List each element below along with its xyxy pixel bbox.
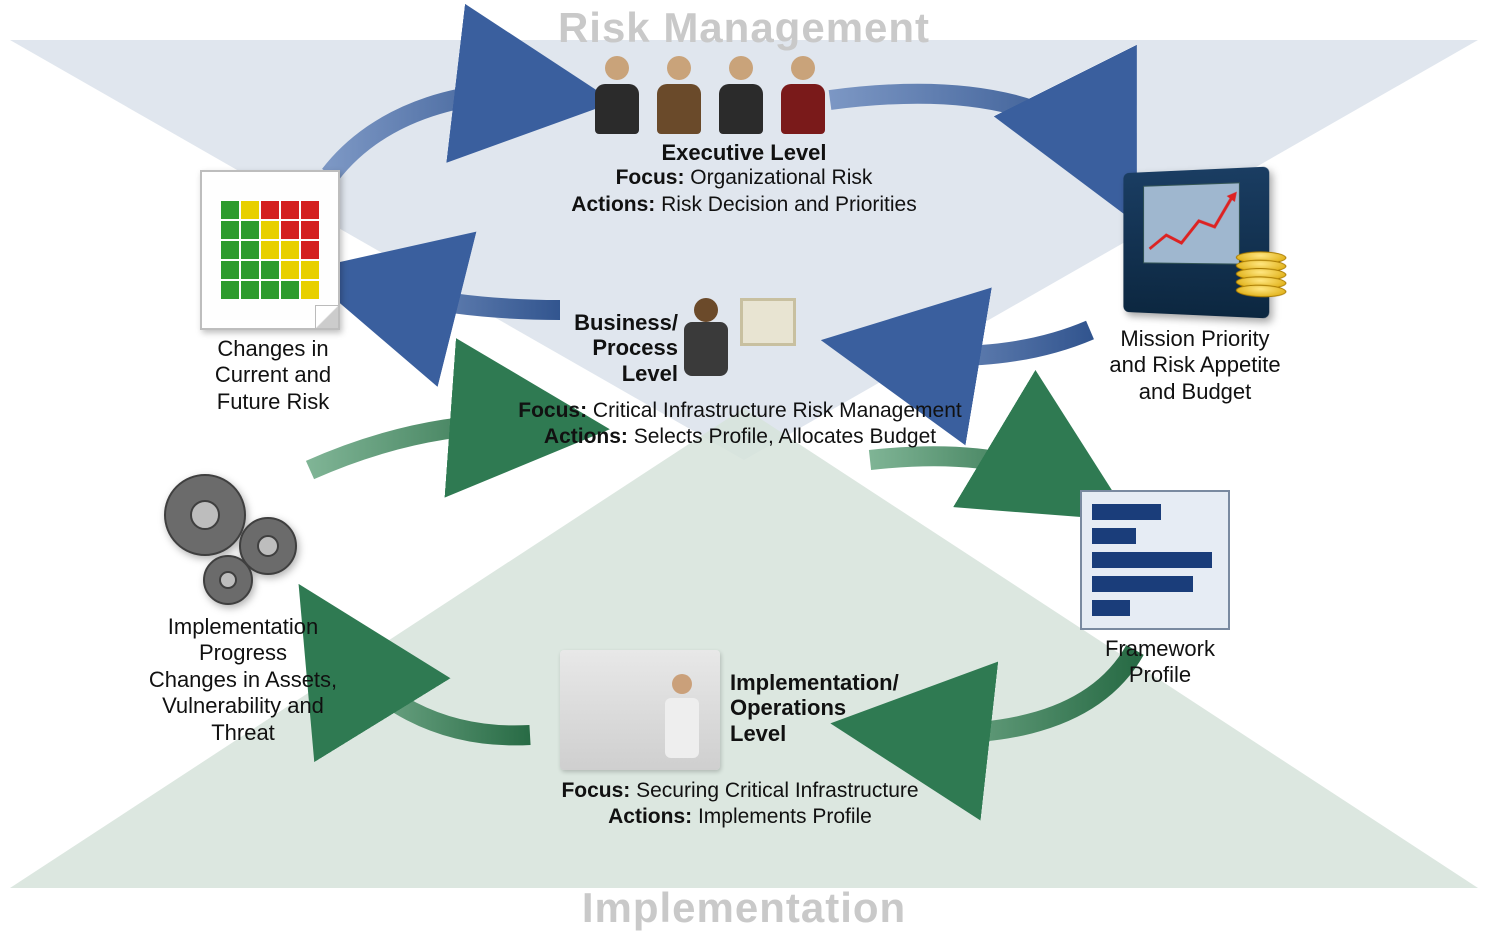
heatmap-cell [221, 221, 239, 239]
exec-focus-label: Focus: [616, 166, 685, 189]
heatmap-cell [221, 201, 239, 219]
gears-icon [150, 460, 330, 625]
profile-bar [1092, 552, 1212, 568]
executive-level-block: Executive Level Focus: Organizational Ri… [444, 140, 1044, 218]
heatmap-cell [281, 201, 299, 219]
arrow-right-to-business [880, 330, 1090, 356]
business-actions-text: Selects Profile, Allocates Budget [628, 425, 936, 448]
business-level-details: Focus: Critical Infrastructure Risk Mana… [470, 398, 1010, 451]
heatmap-cell [261, 221, 279, 239]
risk-heatmap-icon [200, 170, 340, 330]
heatmap-cell [241, 201, 259, 219]
heatmap-cell [241, 221, 259, 239]
impl-title-l1: Implementation/ [730, 670, 950, 695]
heatmap-cell [261, 241, 279, 259]
impl-actions-label: Actions: [608, 805, 692, 828]
business-actions-label: Actions: [544, 425, 628, 448]
heatmap-cell [221, 261, 239, 279]
exec-actions-label: Actions: [571, 193, 655, 216]
impl-title-l2: Operations [730, 695, 950, 720]
heatmap-cell [301, 261, 319, 279]
business-worker-icon [676, 288, 796, 398]
heatmap-cell [241, 241, 259, 259]
business-level-title: Business/ Process Level [528, 310, 678, 386]
framework-profile-icon [1080, 490, 1230, 630]
diagram-stage: Risk Management Implementation [0, 0, 1488, 938]
implementation-level-details: Focus: Securing Critical Infrastructure … [440, 778, 1040, 831]
heatmap-cell [301, 241, 319, 259]
business-title-l2: Process [528, 335, 678, 360]
implementation-level-title: Implementation/ Operations Level [730, 670, 950, 746]
business-title-l1: Business/ [528, 310, 678, 335]
heatmap-cell [281, 261, 299, 279]
business-focus-text: Critical Infrastructure Risk Management [587, 399, 962, 422]
heatmap-cell [301, 221, 319, 239]
label-mission-priority: Mission Priority and Risk Appetite and B… [1060, 326, 1330, 405]
executive-people-icon [590, 56, 830, 138]
heatmap-cell [301, 201, 319, 219]
arrow-business-to-left [360, 285, 560, 310]
impl-focus-label: Focus: [561, 779, 630, 802]
profile-bar [1092, 528, 1136, 544]
server-room-icon [560, 650, 720, 770]
exec-actions-text: Risk Decision and Priorities [655, 193, 916, 216]
heatmap-cell [301, 281, 319, 299]
heatmap-cell [261, 281, 279, 299]
heatmap-cell [261, 201, 279, 219]
heatmap-cell [281, 221, 299, 239]
heatmap-cell [241, 261, 259, 279]
exec-focus-text: Organizational Risk [684, 166, 872, 189]
heatmap-cell [261, 261, 279, 279]
heatmap-cell [281, 281, 299, 299]
arrow-business-to-profile [870, 456, 1080, 490]
impl-title-l3: Level [730, 721, 950, 746]
heatmap-cell [281, 241, 299, 259]
profile-bar [1092, 600, 1130, 616]
business-title-l3: Level [528, 361, 678, 386]
heatmap-cell [221, 241, 239, 259]
heatmap-cell [241, 281, 259, 299]
business-focus-label: Focus: [518, 399, 587, 422]
impl-actions-text: Implements Profile [692, 805, 872, 828]
label-framework-profile: Framework Profile [1080, 636, 1240, 689]
executive-title: Executive Level [444, 140, 1044, 165]
binder-icon [1118, 170, 1268, 315]
impl-focus-text: Securing Critical Infrastructure [630, 779, 918, 802]
heatmap-cell [221, 281, 239, 299]
profile-bar [1092, 504, 1161, 520]
label-implementation-progress: Implementation Progress Changes in Asset… [108, 614, 378, 746]
label-changes-risk: Changes in Current and Future Risk [178, 336, 368, 415]
profile-bar [1092, 576, 1193, 592]
